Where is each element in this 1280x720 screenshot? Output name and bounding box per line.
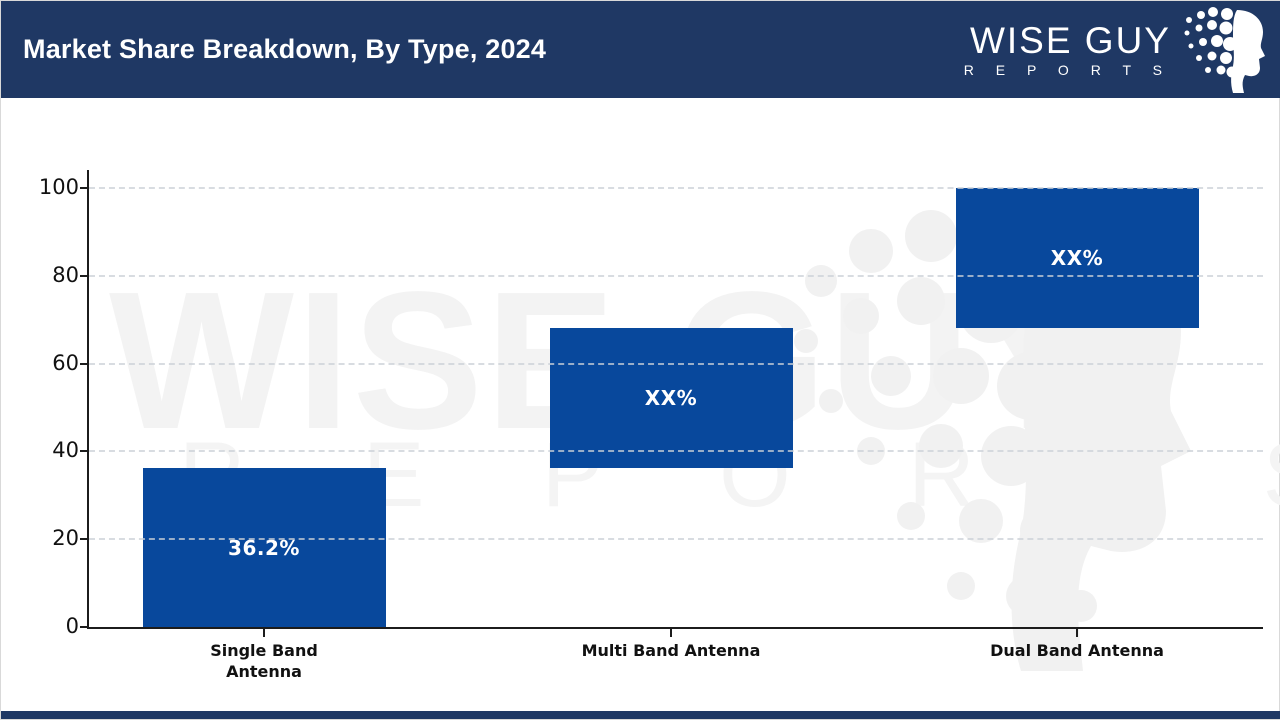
bar-segment: 36.2% (142, 468, 386, 627)
category-label: Multi Band Antenna (581, 641, 761, 660)
y-tick-label: 20 (52, 526, 79, 551)
y-tick-mark (80, 626, 88, 628)
y-tick-label: 40 (52, 438, 79, 463)
y-tick-label: 80 (52, 262, 79, 287)
x-tick-mark (263, 628, 265, 637)
y-tick-mark (80, 362, 88, 365)
y-tick-label: 100 (38, 175, 79, 199)
logo-face-icon (1184, 6, 1265, 93)
logo-wordmark: WISE GUY (969, 19, 1171, 61)
watermark-face-dots (794, 210, 1191, 671)
y-axis (87, 170, 89, 629)
x-tick-mark (670, 628, 672, 637)
y-tick-mark (80, 187, 88, 189)
plot-area: 0 20 40 60 80 100 36.2% XX% XX% Single Band Antenn… (1, 98, 1280, 713)
chart-title: Market Share Breakdown, By Type, 2024 (23, 34, 547, 64)
footer-bar (1, 711, 1280, 719)
category-label: Dual Band Antenna (990, 641, 1164, 660)
x-axis (87, 627, 1263, 629)
header-bar: Market Share Breakdown, By Type, 2024 WI… (1, 1, 1280, 98)
gridline (89, 274, 1263, 277)
wise-guy-logo: WISE GUY R E P O R T S (960, 1, 1280, 98)
logo-text: WISE GUY R E P O R T S (960, 22, 1171, 78)
y-tick-mark (80, 538, 88, 541)
category-label: Single Band Antenna (210, 641, 318, 681)
y-tick-label: 60 (52, 350, 79, 375)
bar-value-label: XX% (1050, 246, 1104, 271)
bar-segment: XX% (955, 188, 1199, 329)
x-tick-mark (1076, 628, 1078, 637)
bar-value-label: XX% (644, 386, 698, 411)
gridline (89, 538, 1263, 541)
gridline (89, 362, 1263, 365)
y-tick-mark (80, 274, 88, 277)
y-tick-mark (80, 450, 88, 453)
y-tick-label: 0 (65, 614, 79, 638)
logo-subtitle: R E P O R T S (963, 61, 1171, 78)
bar-segment: XX% (549, 328, 793, 469)
gridline (89, 187, 1263, 189)
gridline (89, 450, 1263, 453)
